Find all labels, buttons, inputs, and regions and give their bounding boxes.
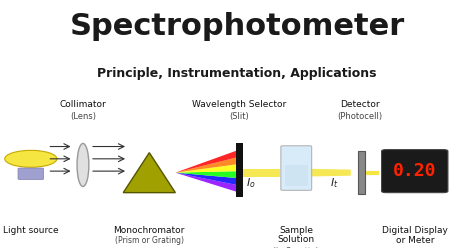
Text: (Prism or Grating): (Prism or Grating): [115, 236, 184, 245]
Text: Digital Display: Digital Display: [382, 226, 447, 235]
Polygon shape: [175, 164, 239, 173]
Text: Wavelength Selector: Wavelength Selector: [192, 99, 286, 109]
Polygon shape: [175, 173, 239, 186]
Text: (Lens): (Lens): [70, 112, 96, 121]
Text: 0.20: 0.20: [393, 162, 437, 180]
Text: Principle, Instrumentation, Applications: Principle, Instrumentation, Applications: [97, 67, 377, 80]
FancyBboxPatch shape: [382, 150, 448, 193]
Text: Solution: Solution: [278, 235, 315, 244]
Text: Monochromator: Monochromator: [114, 226, 185, 235]
Bar: [284, 165, 308, 186]
FancyBboxPatch shape: [281, 146, 311, 190]
Text: Spectrophotometer: Spectrophotometer: [69, 12, 405, 41]
Polygon shape: [175, 150, 239, 173]
Circle shape: [5, 150, 57, 167]
Polygon shape: [310, 169, 351, 177]
Polygon shape: [175, 157, 239, 173]
Text: $I_o$: $I_o$: [246, 177, 256, 190]
Polygon shape: [243, 169, 280, 177]
Text: (in Cuvette): (in Cuvette): [273, 247, 319, 248]
Polygon shape: [175, 173, 239, 193]
Text: Light source: Light source: [3, 226, 59, 235]
Text: $I_t$: $I_t$: [330, 177, 338, 190]
Text: Collimator: Collimator: [60, 99, 106, 109]
Text: or Meter: or Meter: [395, 236, 434, 245]
Text: (Slit): (Slit): [229, 112, 249, 121]
Text: Sample: Sample: [279, 226, 313, 235]
Text: (Photocell): (Photocell): [337, 112, 383, 121]
FancyBboxPatch shape: [18, 168, 44, 180]
Ellipse shape: [77, 143, 89, 186]
Polygon shape: [123, 153, 175, 193]
Polygon shape: [175, 171, 239, 178]
Bar: [236, 143, 243, 197]
Bar: [358, 151, 365, 194]
Text: Detector: Detector: [340, 99, 380, 109]
